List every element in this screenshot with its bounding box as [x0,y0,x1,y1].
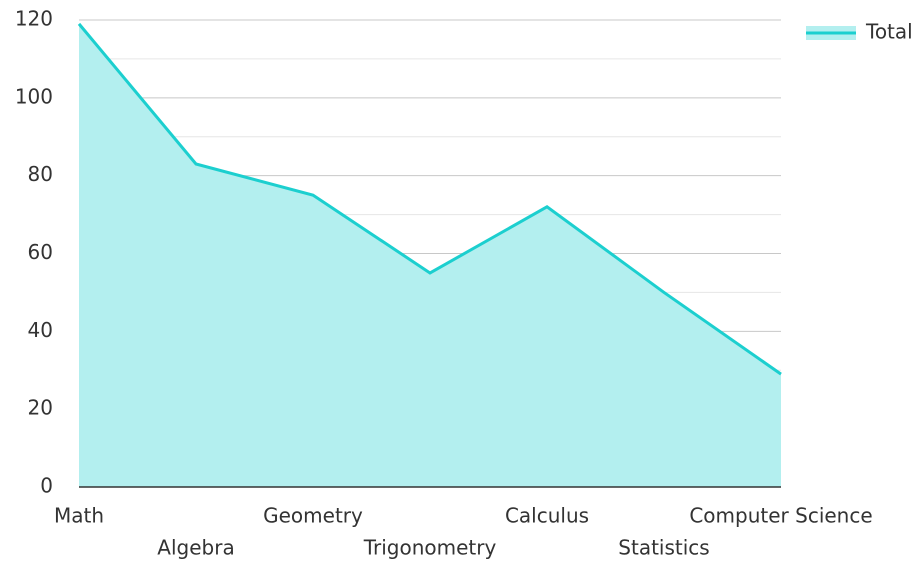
line [77,22,782,376]
y-tick-label: 40 [28,318,53,342]
x-tick-label: Algebra [157,536,234,560]
y-tick-label: 20 [28,396,53,420]
y-tick-label: 120 [15,7,53,31]
x-tick-label: Calculus [505,504,589,528]
y-tick-label: 0 [40,474,53,498]
x-tick-label: Computer Science [689,504,872,528]
y-tick-label: 80 [28,162,53,186]
x-tick-label: Statistics [618,536,709,560]
x-tick-label: Trigonometry [363,536,497,560]
x-tick-label: Geometry [263,504,363,528]
y-tick-label: 60 [28,240,53,264]
legend-label: Total [865,20,913,44]
y-tick-label: 100 [15,84,53,108]
area [79,23,781,488]
x-tick-label: Math [54,504,104,528]
